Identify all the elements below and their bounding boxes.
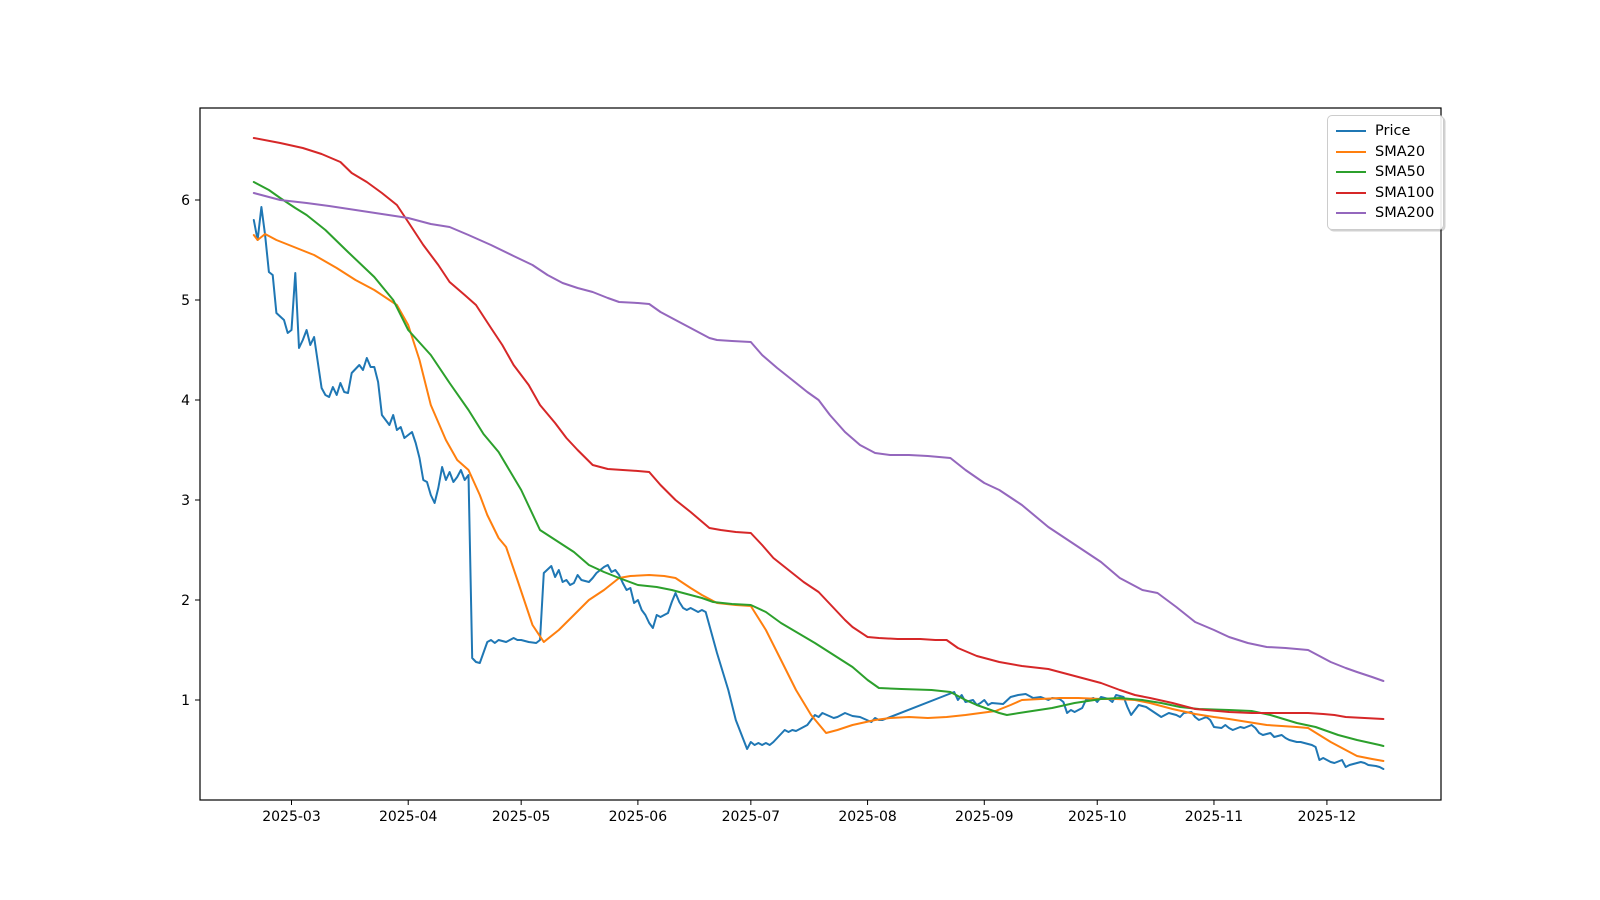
legend-label: SMA50: [1375, 164, 1426, 181]
legend-entry-sma200: SMA200: [1336, 203, 1434, 224]
legend-line-sample: [1336, 150, 1366, 153]
y-tick-label: 5: [181, 293, 190, 309]
x-tick-label: 2025-04: [379, 809, 438, 825]
legend-label: Price: [1375, 123, 1411, 140]
legend-line-sample: [1336, 171, 1366, 174]
series-line-sma20: [252, 233, 1385, 762]
x-tick-label: 2025-09: [955, 809, 1014, 825]
legend: Price SMA20 SMA50 SMA100 SMA200: [1327, 115, 1445, 230]
legend-entry-sma100: SMA100: [1336, 183, 1434, 204]
series-line-sma50: [252, 181, 1385, 747]
legend-entry-sma50: SMA50: [1336, 162, 1434, 183]
series-line-sma100: [252, 137, 1385, 720]
x-tick-label: 2025-05: [492, 809, 551, 825]
legend-line-sample: [1336, 191, 1366, 194]
legend-line-sample: [1336, 212, 1366, 215]
x-tick-label: 2025-07: [722, 809, 781, 825]
x-tick-label: 2025-03: [262, 809, 321, 825]
y-tick-label: 4: [181, 393, 190, 409]
x-tick-label: 2025-08: [838, 809, 897, 825]
x-tick-label: 2025-10: [1068, 809, 1127, 825]
legend-label: SMA100: [1375, 184, 1435, 201]
legend-label: SMA200: [1375, 205, 1435, 222]
series-line-price: [252, 206, 1385, 770]
x-tick-label: 2025-11: [1185, 809, 1244, 825]
y-tick-label: 3: [181, 493, 190, 509]
legend-label: SMA20: [1375, 143, 1426, 160]
y-tick-label: 2: [181, 593, 190, 609]
x-tick-label: 2025-06: [609, 809, 668, 825]
y-tick-label: 6: [181, 193, 190, 209]
y-tick-label: 1: [181, 693, 190, 709]
plot-frame: [199, 107, 1442, 801]
legend-entry-sma20: SMA20: [1336, 142, 1434, 163]
series-line-sma200: [252, 192, 1385, 682]
legend-entry-price: Price: [1336, 121, 1434, 142]
x-tick-label: 2025-12: [1298, 809, 1357, 825]
legend-line-sample: [1336, 130, 1366, 133]
